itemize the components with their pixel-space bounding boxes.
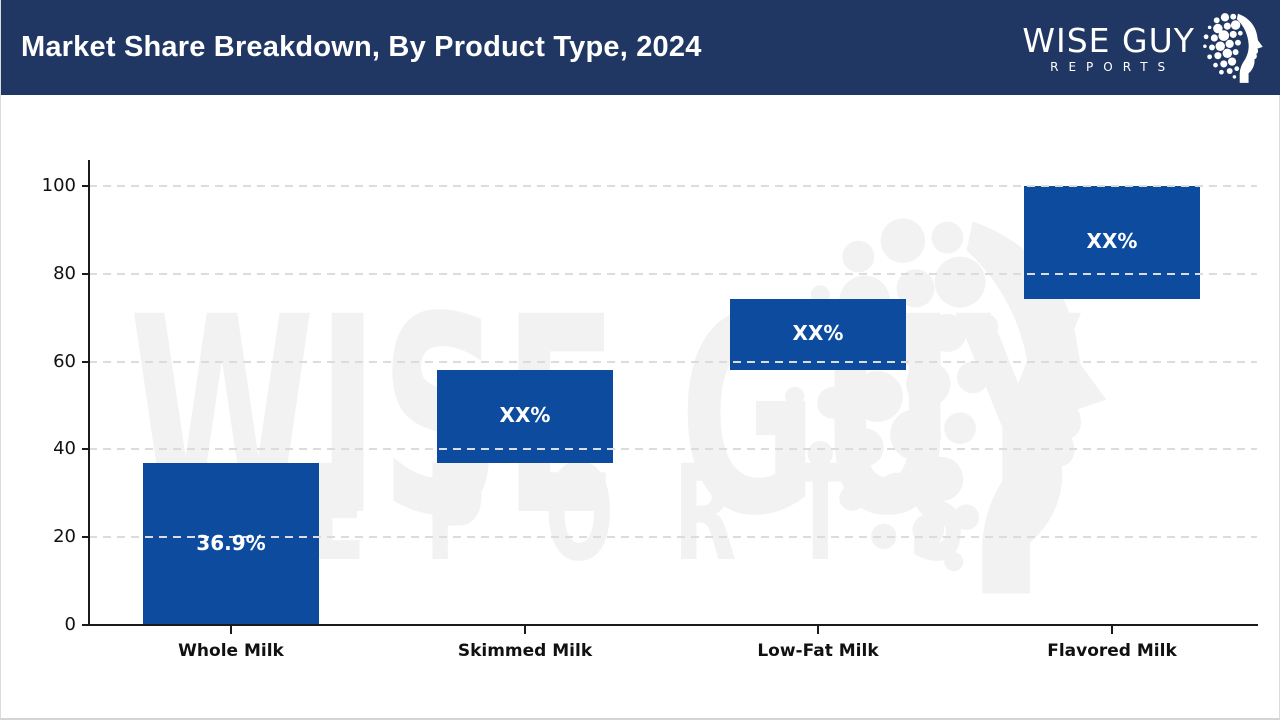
y-axis-tick — [82, 536, 89, 539]
y-axis-line — [88, 160, 90, 626]
x-axis-tick — [817, 626, 819, 634]
gridline-20 — [89, 536, 1257, 539]
x-axis-tick — [1111, 626, 1113, 634]
bar-value-label: XX% — [792, 321, 844, 346]
y-axis-tick — [82, 272, 89, 275]
wiseguy-logo-wordmark: WISE GUY REPORTS — [1022, 24, 1195, 73]
gridline-60 — [89, 360, 1257, 363]
y-axis-tick-label: 20 — [53, 526, 76, 548]
bar-whole-milk — [143, 463, 319, 625]
y-axis-tick-label: 100 — [41, 175, 76, 196]
logo-reports-text: REPORTS — [1050, 59, 1176, 74]
y-axis-tick — [82, 624, 89, 626]
bar-value-label: 36.9% — [196, 531, 266, 555]
logo-wiseguy-text: WISE GUY — [1022, 20, 1195, 60]
header-bar: Market Share Breakdown, By Product Type,… — [1, 0, 1280, 95]
x-axis-tick — [524, 626, 526, 634]
x-axis-category-label: Whole Milk — [178, 641, 284, 661]
gridline-80 — [89, 272, 1257, 275]
y-axis-tick-label: 0 — [64, 614, 76, 635]
gridline-40 — [89, 448, 1257, 451]
x-axis-category-label: Flavored Milk — [1047, 641, 1177, 661]
gridline-100 — [89, 185, 1257, 187]
bar-skimmed-milk — [437, 369, 613, 463]
y-axis-tick — [82, 185, 89, 187]
bar-value-label: XX% — [499, 403, 551, 428]
page-title: Market Share Breakdown, By Product Type,… — [21, 31, 702, 63]
bar-value-label: XX% — [1086, 229, 1138, 254]
x-axis-category-label: Low-Fat Milk — [757, 641, 879, 661]
y-axis-tick-label: 80 — [53, 262, 76, 284]
y-axis-tick — [82, 360, 89, 363]
wiseguy-head-icon — [1203, 13, 1263, 83]
wiseguy-logo: WISE GUY REPORTS — [1022, 8, 1265, 88]
y-axis-tick-label: 40 — [53, 438, 76, 460]
x-axis-tick — [230, 626, 232, 634]
y-axis-tick-label: 60 — [53, 350, 76, 372]
y-axis-tick — [82, 448, 89, 451]
x-axis-category-label: Skimmed Milk — [457, 641, 593, 661]
x-axis-line — [88, 624, 1258, 626]
